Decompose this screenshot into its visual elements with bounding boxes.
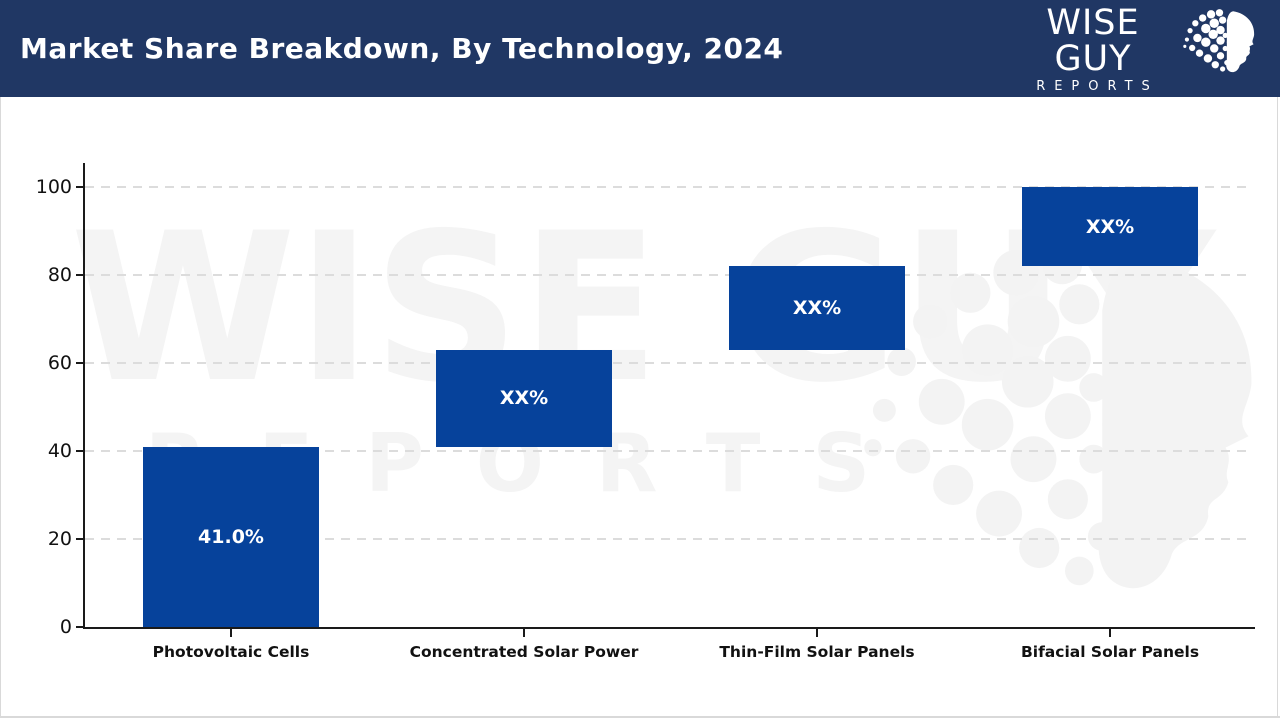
bar-segment: 41.0% [143, 446, 319, 627]
left-border-line [0, 97, 1, 717]
y-axis-tick-label: 40 [47, 440, 72, 462]
y-axis-tick [76, 538, 85, 540]
bottom-border-line [0, 716, 1280, 718]
x-axis-category-label: Bifacial Solar Panels [1020, 643, 1200, 661]
x-axis-tick [816, 629, 818, 637]
x-axis-category-label: Concentrated Solar Power [409, 643, 639, 661]
y-axis-tick-label: 60 [47, 352, 72, 374]
y-axis-tick-label: 20 [47, 528, 72, 550]
bar-value-label: 41.0% [198, 525, 264, 548]
chart-title: Market Share Breakdown, By Technology, 2… [20, 32, 784, 65]
y-axis-tick-label: 100 [35, 176, 72, 198]
gridline [85, 362, 1253, 364]
gridline [85, 538, 1253, 540]
y-axis-tick-label: 0 [59, 616, 72, 638]
bar-value-label: XX% [792, 296, 842, 319]
y-axis-tick [76, 626, 85, 628]
y-axis-tick [76, 450, 85, 452]
wiseguy-face-icon [1183, 9, 1255, 73]
watermark-face-icon [864, 244, 1252, 589]
bar-segment: XX% [436, 349, 612, 447]
wiseguy-logo: WISE GUY REPORTS [1008, 5, 1268, 94]
header-bar: Market Share Breakdown, By Technology, 2… [0, 0, 1280, 97]
x-axis-tick [1109, 629, 1111, 637]
gridline [85, 450, 1253, 452]
x-axis-line [83, 627, 1255, 629]
y-axis-tick [76, 362, 85, 364]
bar-segment: XX% [729, 266, 905, 350]
logo-wordmark: WISE GUY [1046, 2, 1140, 79]
bar-value-label: XX% [1085, 215, 1135, 238]
logo-subtitle: REPORTS [1036, 78, 1159, 94]
x-axis-tick [230, 629, 232, 637]
chart-area: WISE GUY REPORTS 0 20 40 60 80 100 41.0% XX% XX%… [0, 97, 1280, 720]
y-axis-tick [76, 186, 85, 188]
bar-value-label: XX% [499, 387, 549, 410]
x-axis-category-label: Thin-Film Solar Panels [719, 643, 915, 661]
x-axis-tick [523, 629, 525, 637]
right-border-line [1277, 97, 1278, 717]
gridline [85, 274, 1253, 276]
y-axis-line [83, 163, 85, 629]
x-axis-category-label: Photovoltaic Cells [152, 643, 310, 661]
gridline [85, 186, 1253, 188]
wiseguy-logo-text: WISE GUY REPORTS [1008, 5, 1178, 94]
y-axis-tick [76, 274, 85, 276]
y-axis-tick-label: 80 [47, 264, 72, 286]
bar-segment: XX% [1022, 187, 1198, 267]
